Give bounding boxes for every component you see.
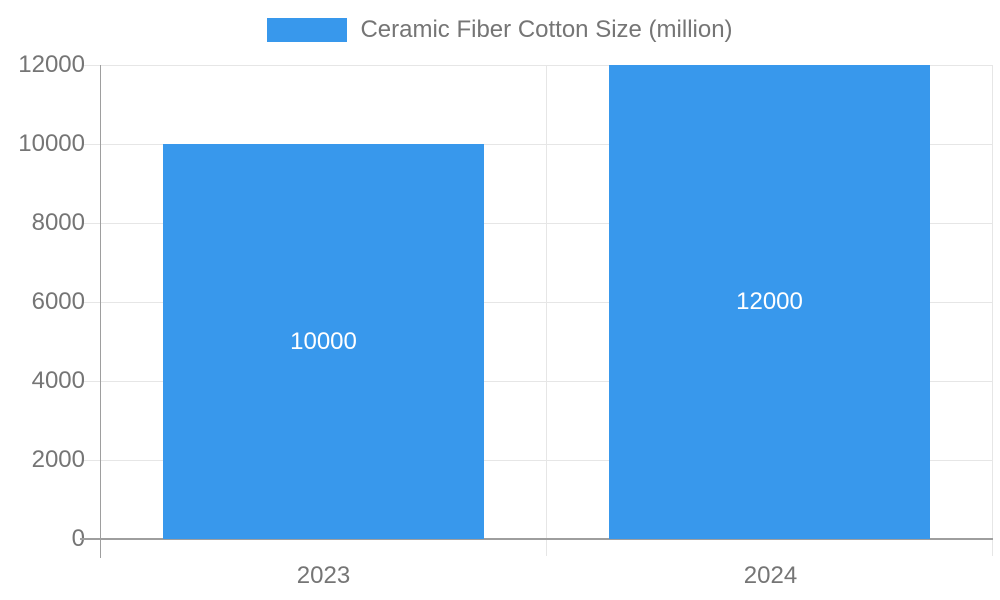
y-axis-label: 8000	[31, 209, 85, 236]
bar-value-label: 10000	[290, 327, 357, 355]
y-axis-tick	[82, 380, 100, 382]
y-axis-tick	[82, 64, 100, 66]
legend-label: Ceramic Fiber Cotton Size (million)	[360, 16, 733, 43]
y-axis-label: 2000	[31, 446, 85, 473]
gridline	[546, 65, 547, 556]
bar[interactable]: 10000	[163, 144, 484, 539]
x-axis-baseline	[80, 538, 993, 540]
y-axis-label: 12000	[18, 51, 85, 78]
bar[interactable]: 12000	[609, 65, 930, 539]
y-axis-tick	[82, 301, 100, 303]
plot-area: 0 2000 4000 6000 8000 10000 12000 10000 2023 1200…	[18, 51, 993, 589]
legend: Ceramic Fiber Cotton Size (million)	[0, 15, 1000, 45]
x-axis-label: 2024	[743, 562, 798, 589]
gridline	[992, 65, 993, 556]
y-axis-label: 6000	[31, 288, 85, 315]
y-axis-tick	[82, 143, 100, 145]
y-axis-line	[100, 65, 101, 558]
y-axis-tick	[82, 459, 100, 461]
y-axis-label: 10000	[18, 130, 85, 157]
y-axis-tick	[82, 222, 100, 224]
y-axis-label: 0	[71, 525, 85, 552]
x-axis-label: 2023	[296, 562, 351, 589]
y-axis-label: 4000	[31, 367, 85, 394]
bar-value-label: 12000	[736, 288, 803, 315]
legend-swatch-icon	[267, 18, 348, 42]
